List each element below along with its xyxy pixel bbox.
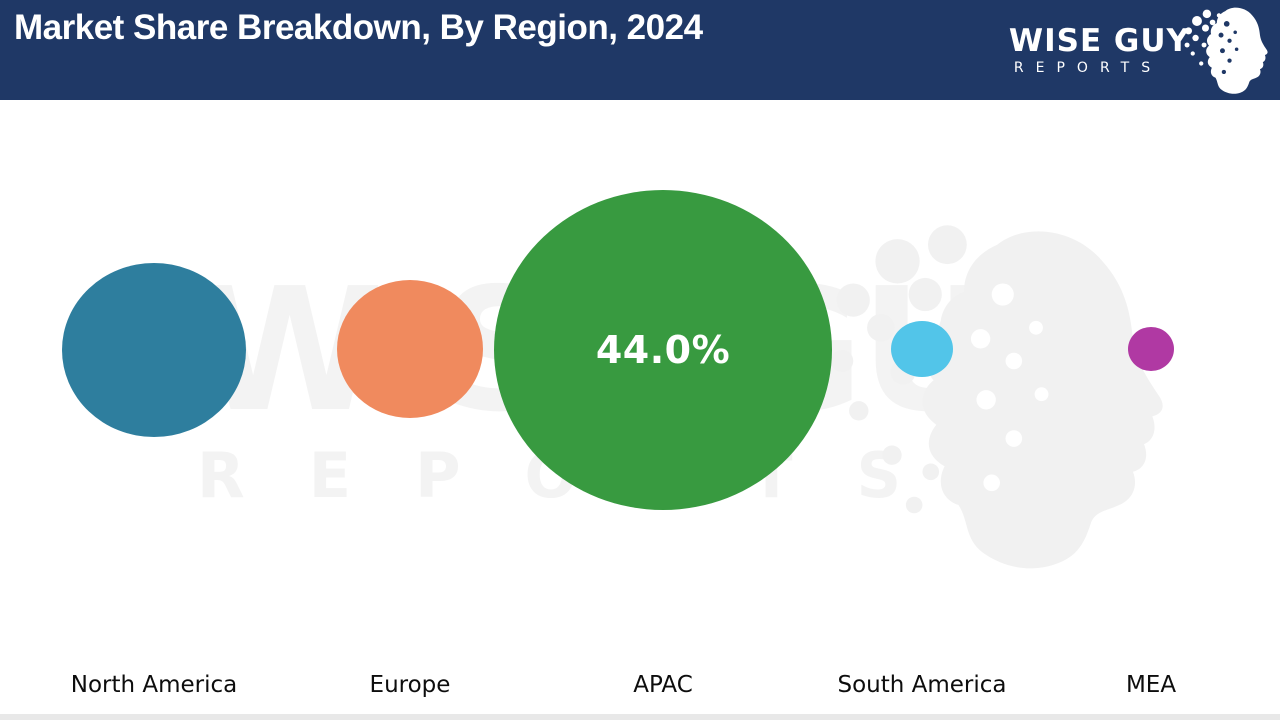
category-label-south-america: South America [837, 672, 1007, 698]
category-label-europe: Europe [369, 672, 451, 698]
title-bar: Market Share Breakdown, By Region, 2024 … [0, 0, 1280, 100]
logo-wordmark: WISE GUY [1008, 22, 1190, 59]
category-label-north-america: North America [70, 672, 238, 698]
wiseguy-logo: WISE GUY REPORTS [1009, 4, 1276, 96]
bubble-south-america [891, 321, 953, 377]
logo-head-icon [1184, 7, 1268, 94]
bottom-border [0, 714, 1280, 720]
bubble-apac: 44.0% [494, 190, 832, 510]
logo-tagline: REPORTS [1013, 59, 1163, 76]
bubble-north-america [62, 263, 246, 437]
category-label-apac: APAC [633, 672, 693, 698]
bubble-europe [337, 280, 483, 418]
chart-title: Market Share Breakdown, By Region, 2024 [14, 8, 703, 47]
watermark-head-icon [831, 225, 1163, 569]
bubble-mea [1128, 327, 1174, 371]
bubble-value-label-apac: 44.0% [595, 328, 731, 372]
category-label-mea: MEA [1125, 672, 1177, 698]
logo-text: WISE GUY REPORTS [1008, 22, 1190, 76]
